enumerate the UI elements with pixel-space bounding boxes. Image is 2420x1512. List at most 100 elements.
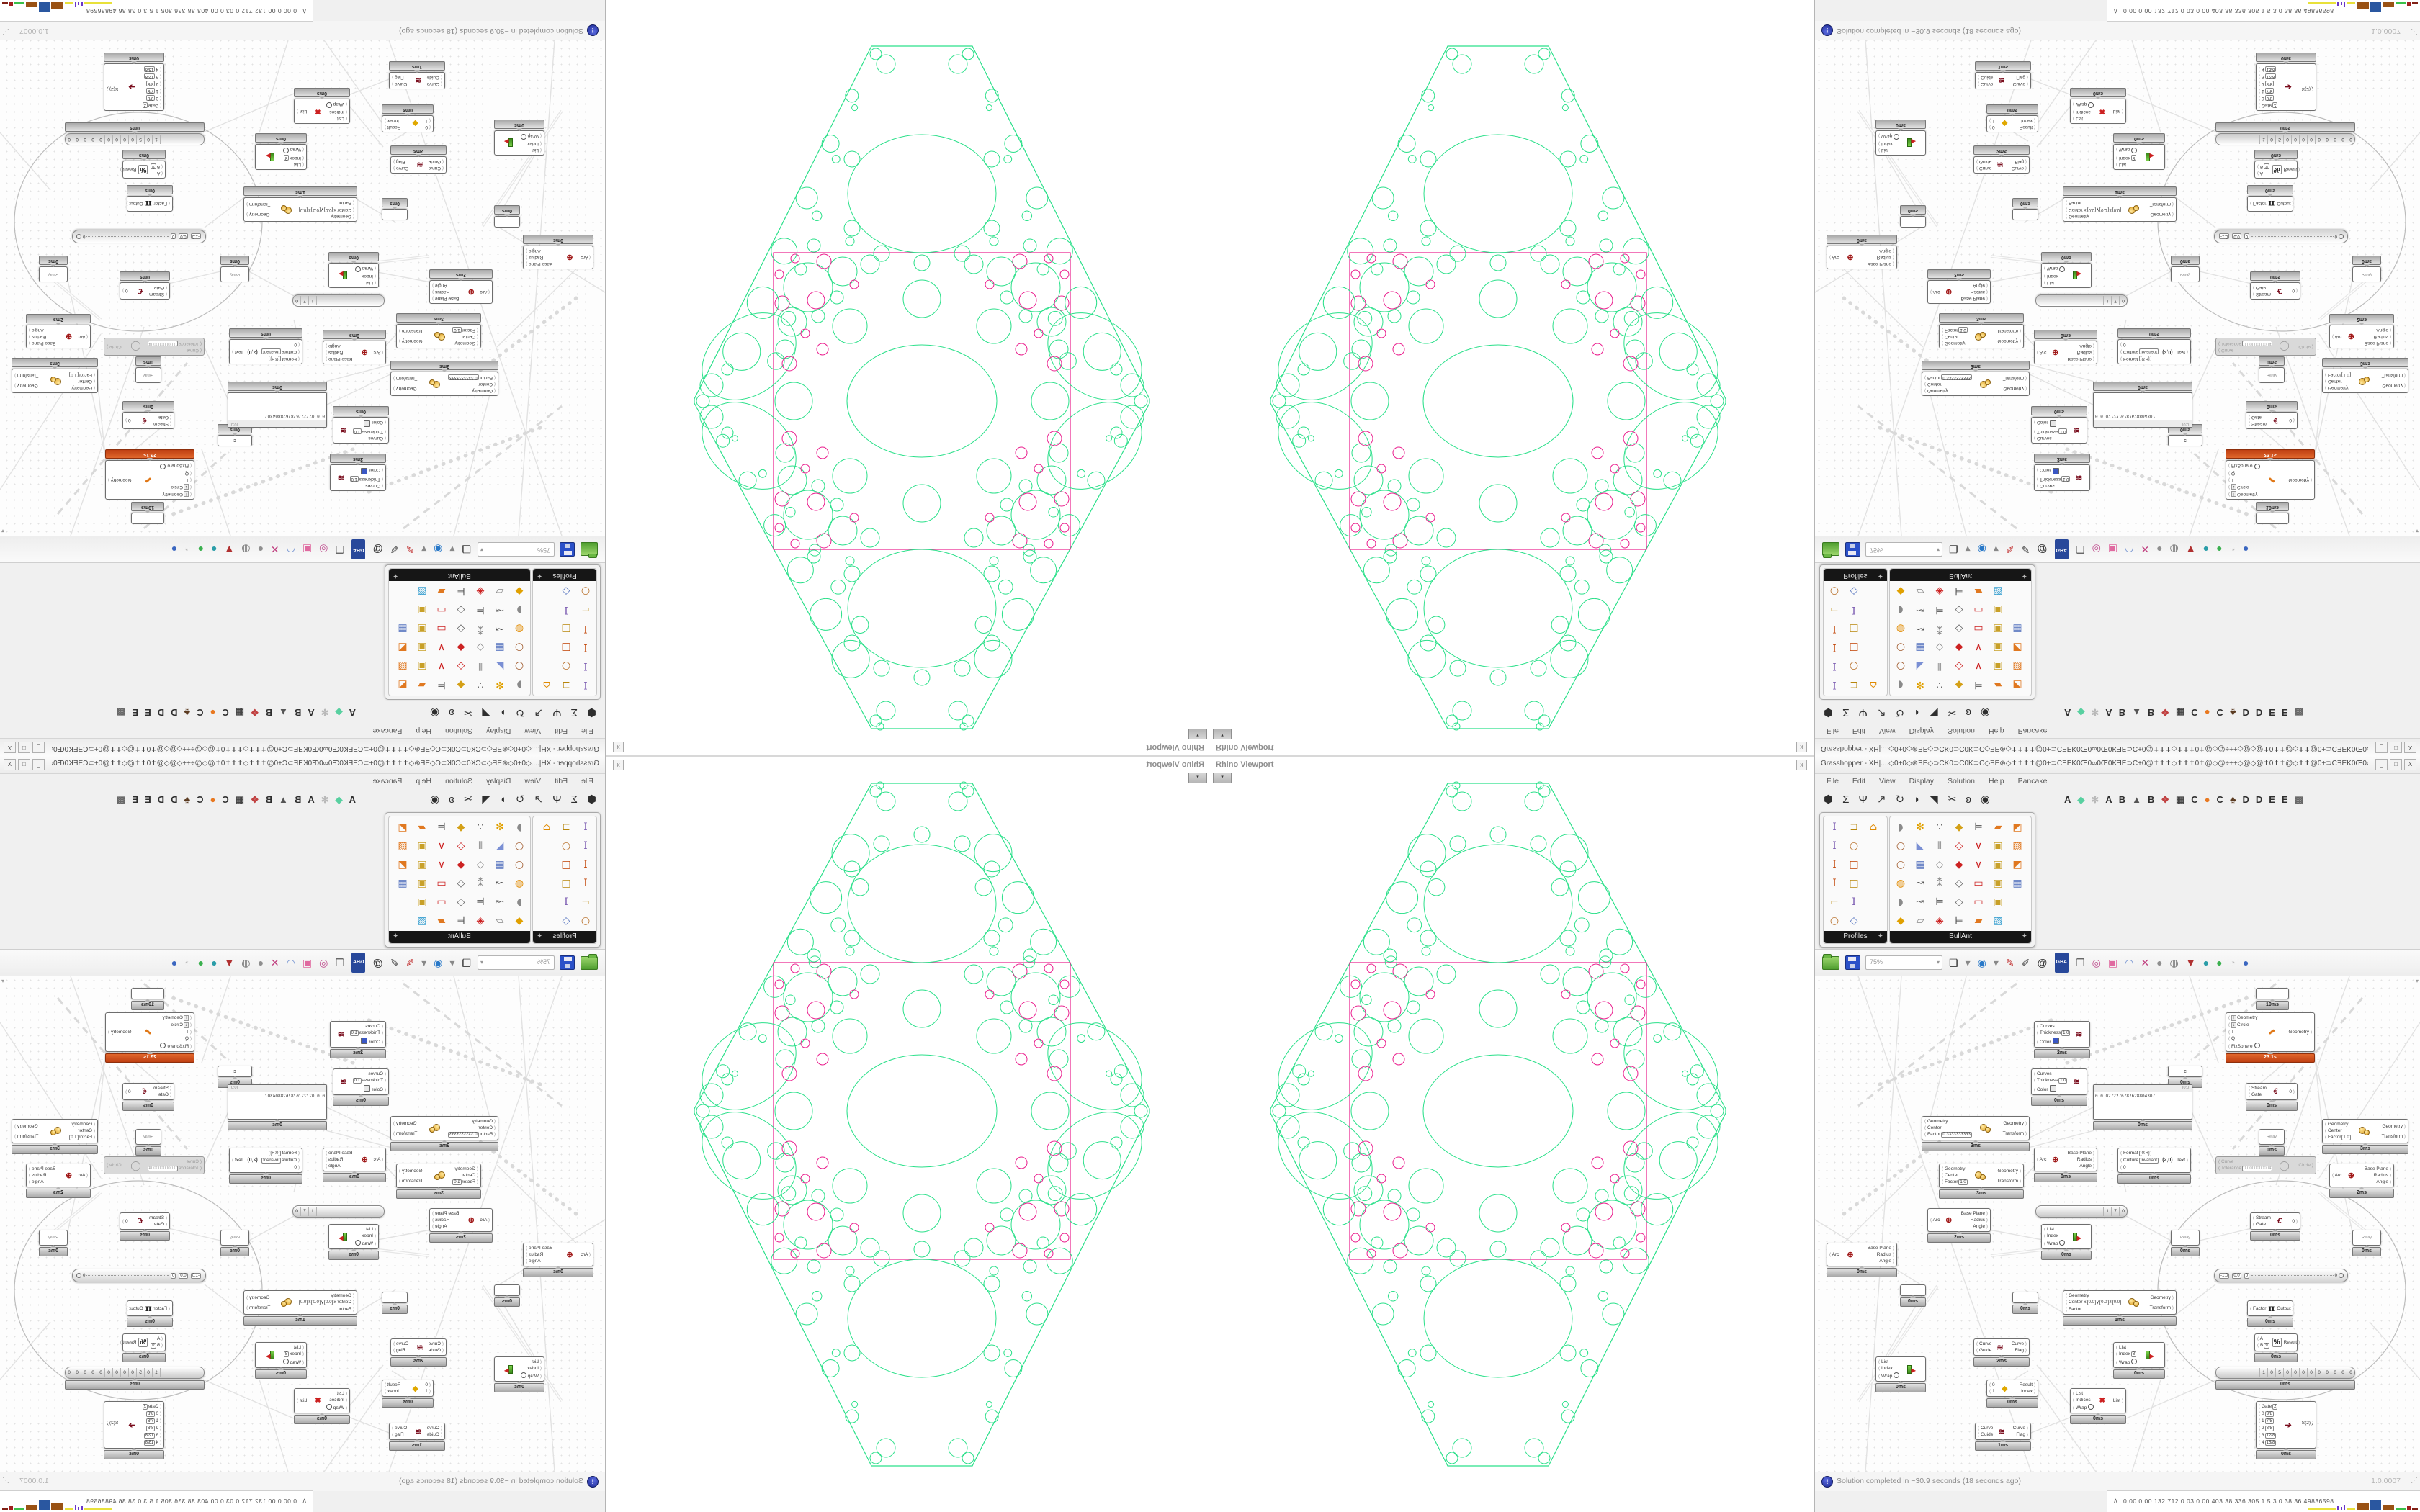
profiles-component-icon-13[interactable]: I — [564, 896, 568, 908]
category-tab-9[interactable]: C — [222, 794, 229, 805]
bullant-component-icon-33[interactable]: ▣ — [417, 896, 427, 908]
bullant-component-icon-6[interactable]: ◩ — [2012, 822, 2022, 833]
gh-node-mdslider-22[interactable]: -1.0 0.0 0 0 — [72, 230, 206, 243]
category-tab-7[interactable]: ❖ — [251, 707, 259, 718]
gh-node-std-2[interactable]: ( ↑Geometry( ↓Circle( T( Q( FixSphere●●●… — [2226, 1012, 2315, 1063]
bullant-component-icon-24[interactable]: ◇ — [1955, 623, 1963, 634]
bullant-component-icon-7[interactable]: ○ — [514, 660, 524, 672]
toolbar-glyph-icon-8[interactable]: ʚ — [1966, 706, 1971, 719]
bullant-component-icon-1[interactable]: ✻ — [1916, 679, 1924, 690]
canvas-toolbar-icon-11[interactable]: ◠ — [286, 544, 295, 555]
gh-node-std-7[interactable]: ( Stream( Gate €0 ) 0ms — [2246, 1083, 2298, 1111]
canvas-toolbar-icon-15[interactable]: ▼ — [224, 957, 235, 968]
gh-node-std-13[interactable]: ( Curve( Tolerance0.0000000004◯Circle ) — [104, 338, 205, 356]
bullant-component-icon-16[interactable]: ◇ — [476, 859, 485, 870]
gh-node-relay-21[interactable]: Relay 0ms — [2352, 1230, 2381, 1256]
bullant-component-icon-9[interactable]: ⫴ — [478, 660, 483, 672]
category-tab-10[interactable]: ● — [2204, 794, 2210, 805]
canvas-toolbar-icon-10[interactable]: ▣ — [2107, 957, 2118, 968]
bullant-component-icon-39[interactable]: ▰ — [437, 585, 446, 597]
gh-node-std-32[interactable]: ( Factor π Output ) 0ms — [2247, 1300, 2294, 1327]
gh-node-std-29[interactable]: ( Curve( Guide ≋ Curve ) Flag ) 1ms — [389, 61, 445, 89]
profiles-component-icon-2[interactable]: ⌂ — [1869, 679, 1878, 690]
bullant-component-icon-24[interactable]: ◇ — [1955, 878, 1963, 889]
category-tab-8[interactable]: ▦ — [2176, 707, 2185, 718]
bullant-component-icon-12[interactable]: ▣ — [417, 840, 427, 852]
gh-node-std-31[interactable]: ( List( Index8( Wrap▶0ms — [255, 133, 307, 170]
bullant-component-icon-21[interactable]: ◍ — [1896, 878, 1906, 889]
menu-item-file[interactable]: File — [581, 726, 593, 735]
bullant-component-icon-14[interactable]: ○ — [514, 859, 524, 870]
bullant-component-icon-27[interactable]: ▦ — [398, 878, 408, 889]
minimize-button[interactable]: _ — [2375, 742, 2388, 753]
bullant-component-icon-20[interactable]: ◩ — [2012, 642, 2022, 653]
bullant-component-icon-33[interactable]: ▣ — [417, 604, 427, 616]
bullant-component-icon-10[interactable]: ◇ — [457, 840, 465, 852]
bullant-component-icon-31[interactable]: ◇ — [1955, 604, 1963, 616]
category-tab-7[interactable]: ❖ — [2161, 707, 2169, 718]
bullant-component-icon-28[interactable]: ◗ — [1898, 604, 1904, 616]
gh-node-std-7[interactable]: ( Stream( Gate €0 ) 0ms — [2246, 401, 2298, 429]
zoom-level-field[interactable]: 75% ▾ — [1865, 542, 1942, 557]
canvas-toolbar-icon-1[interactable]: ▾ — [449, 544, 455, 555]
category-tab-16[interactable]: E — [132, 794, 139, 805]
bullant-component-icon-33[interactable]: ▣ — [1993, 604, 2003, 616]
bullant-component-icon-30[interactable]: ⊨ — [1935, 896, 1945, 908]
toolbar-glyph-icon-4[interactable]: ↻ — [1895, 793, 1905, 806]
category-tab-0[interactable]: A — [2064, 707, 2071, 718]
close-button[interactable]: X — [4, 742, 16, 753]
bullant-component-icon-38[interactable]: ⊨ — [456, 585, 466, 597]
category-tab-1[interactable]: ◆ — [335, 794, 343, 805]
bullant-component-icon-13[interactable]: ▨ — [2012, 840, 2022, 852]
category-tab-4[interactable]: B — [2118, 707, 2126, 718]
canvas-toolbar-icon-11[interactable]: ◠ — [2125, 957, 2134, 968]
toolbar-glyph-icon-5[interactable]: ◗ — [1914, 706, 1921, 719]
toolbar-glyph-icon-9[interactable]: ◉ — [1980, 793, 1990, 806]
profiles-component-icon-9[interactable]: I — [1832, 878, 1837, 889]
canvas-scroll-icon[interactable]: ▾ — [1, 978, 5, 984]
canvas-toolbar-icon-15[interactable]: ▼ — [2185, 544, 2196, 555]
gh-node-std-27[interactable]: ( Curve( Guide ≋ Curve ) Flag ) 2ms — [390, 1338, 447, 1367]
canvas-toolbar-icon-12[interactable]: ✕ — [270, 957, 279, 968]
gh-node-std-2[interactable]: ( ↑Geometry( ↓Circle( T( Q( FixSphere●●●… — [105, 449, 194, 500]
gh-node-std-26[interactable]: ( List( Index( Wrap ▶ 0ms — [1876, 1356, 1926, 1392]
bullant-component-icon-10[interactable]: ◇ — [1955, 840, 1963, 852]
canvas-toolbar-icon-18[interactable]: ◔ — [184, 957, 191, 968]
bullant-component-icon-18[interactable]: ∨ — [437, 642, 446, 653]
gh-node-std-32[interactable]: ( Factor π Output ) 0ms — [2247, 185, 2294, 212]
bullant-component-icon-23[interactable]: ⁑ — [478, 623, 483, 634]
profiles-component-icon-9[interactable]: I — [1832, 623, 1837, 634]
canvas-toolbar-icon-8[interactable]: ❐ — [335, 957, 344, 968]
canvas-scroll-icon[interactable]: ▾ — [2415, 528, 2419, 534]
bullant-component-icon-28[interactable]: ◗ — [516, 604, 522, 616]
category-tab-4[interactable]: B — [294, 707, 302, 718]
bullant-component-icon-27[interactable]: ▦ — [2012, 878, 2022, 889]
bullant-component-icon-3[interactable]: ◆ — [457, 822, 465, 833]
gh-node-std-16[interactable]: ( Arc ⊕ Base Plane ) Radius ) Angle ) 0ms — [1827, 1243, 1897, 1277]
bullant-component-icon-19[interactable]: ▣ — [1993, 859, 2003, 870]
gh-node-std-7[interactable]: ( Stream( Gate €0 ) 0ms — [122, 401, 174, 429]
bullant-component-icon-32[interactable]: ▭ — [436, 896, 447, 908]
gh-node-relay-9[interactable]: Relay 0ms — [135, 356, 161, 383]
gh-node-mdslider-22[interactable]: -1.0 0.0 0 0 — [2214, 1269, 2348, 1282]
category-tab-17[interactable]: ▩ — [2294, 707, 2303, 718]
canvas-toolbar-icon-6[interactable]: @ — [2037, 544, 2048, 555]
toolbar-glyph-icon-8[interactable]: ʚ — [449, 793, 454, 806]
canvas-toolbar-icon-13[interactable]: ● — [257, 957, 264, 968]
canvas-toolbar-icon-2[interactable]: ◉ — [434, 957, 443, 968]
bullant-component-icon-35[interactable]: ◆ — [515, 915, 524, 927]
category-tab-4[interactable]: B — [294, 794, 302, 805]
palette-expand-icon[interactable]: ✦ — [537, 572, 543, 580]
category-tab-9[interactable]: C — [2191, 707, 2198, 718]
bullant-component-icon-7[interactable]: ○ — [514, 840, 524, 852]
canvas-toolbar-icon-8[interactable]: ❐ — [2076, 957, 2085, 968]
gh-node-std-12[interactable]: ( Format{0:R}( CultureInvariant( 0(2,0)T… — [229, 1148, 302, 1184]
category-tab-17[interactable]: ▩ — [117, 707, 126, 718]
bullant-component-icon-5[interactable]: ▰ — [1994, 679, 2002, 690]
bullant-component-icon-13[interactable]: ▨ — [2012, 660, 2022, 672]
profiles-component-icon-4[interactable]: ○ — [1849, 660, 1859, 672]
